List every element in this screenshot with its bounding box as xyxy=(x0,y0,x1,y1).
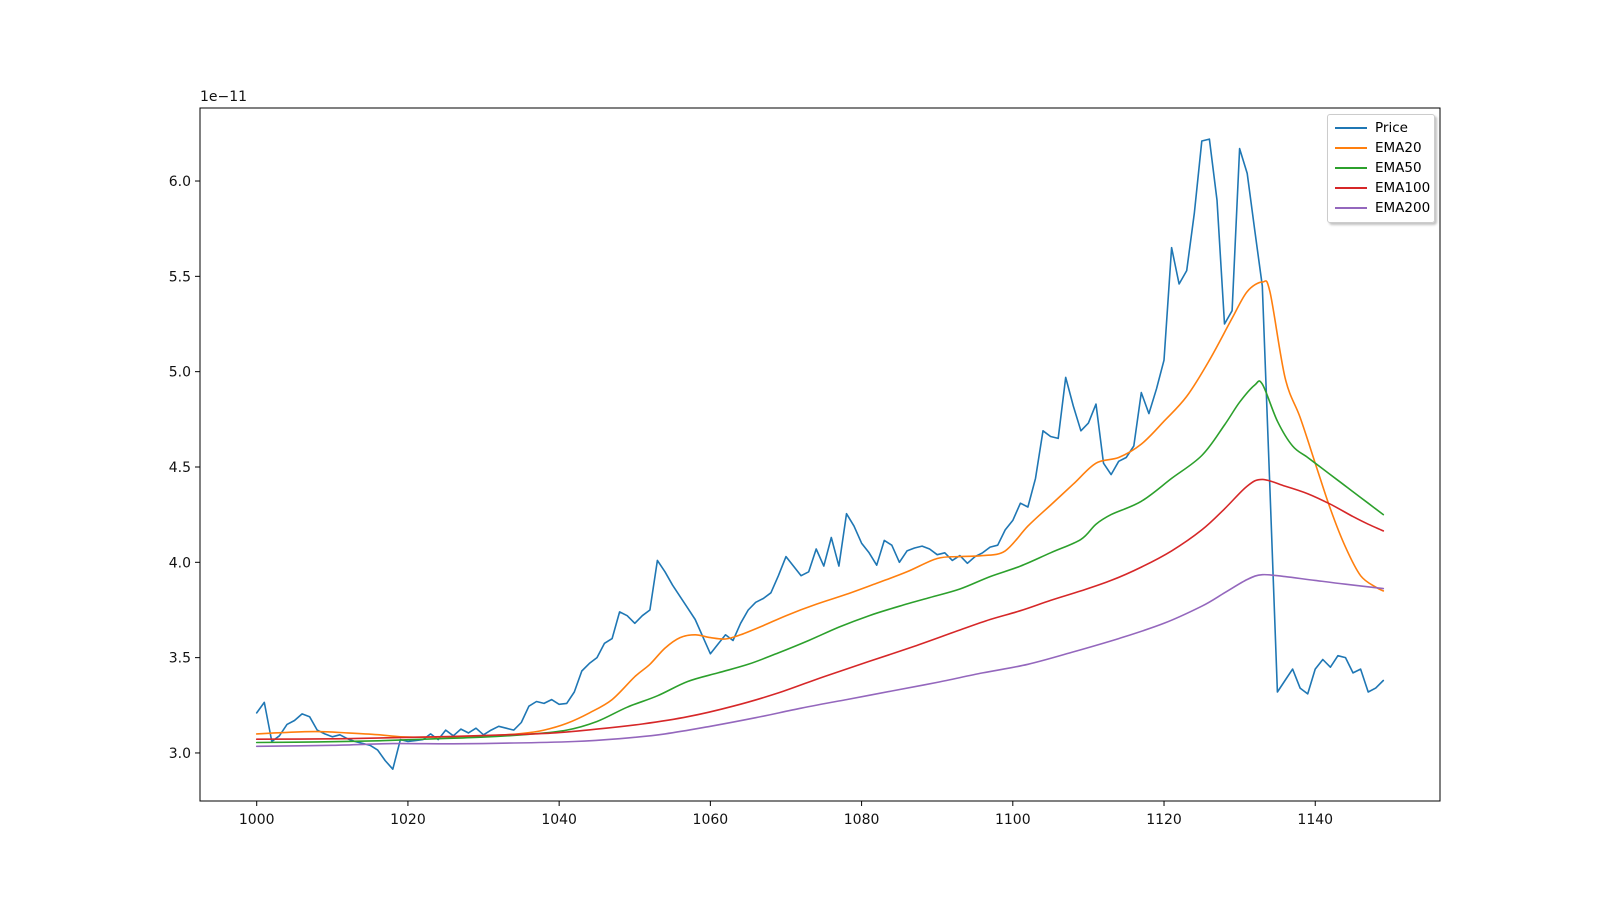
x-tick-label: 1100 xyxy=(995,812,1031,828)
series-line-ema200 xyxy=(255,573,1385,748)
legend-line-sample xyxy=(1335,187,1367,189)
legend-label: EMA100 xyxy=(1375,180,1431,196)
legend-item-ema20: EMA20 xyxy=(1328,138,1434,158)
series-line-price xyxy=(255,138,1385,770)
legend-item-price: Price xyxy=(1328,118,1434,138)
legend: Price EMA20 EMA50 EMA100 EMA200 xyxy=(1327,114,1435,223)
x-tick-label: 1020 xyxy=(390,812,426,828)
legend-label: Price xyxy=(1375,120,1408,136)
legend-label: EMA50 xyxy=(1375,160,1422,176)
legend-item-ema50: EMA50 xyxy=(1328,158,1434,178)
y-axis-offset-label: 1e−11 xyxy=(200,89,248,105)
x-tick-label: 1120 xyxy=(1146,812,1182,828)
legend-label: EMA20 xyxy=(1375,140,1422,156)
x-tick-label: 1080 xyxy=(844,812,880,828)
y-tick-label: 4.0 xyxy=(169,555,191,571)
series-line-ema50 xyxy=(255,380,1385,744)
y-tick-label: 3.0 xyxy=(169,746,191,762)
series-line-ema100 xyxy=(255,478,1385,740)
y-tick-label: 3.5 xyxy=(169,651,191,667)
legend-line-sample xyxy=(1335,167,1367,169)
legend-line-sample xyxy=(1335,207,1367,209)
x-tick-label: 1000 xyxy=(239,812,275,828)
x-tick-label: 1060 xyxy=(693,812,729,828)
legend-line-sample xyxy=(1335,127,1367,129)
x-tick-label: 1040 xyxy=(541,812,577,828)
x-tick-label: 1140 xyxy=(1297,812,1333,828)
y-tick-label: 6.0 xyxy=(169,174,191,190)
legend-label: EMA200 xyxy=(1375,200,1431,216)
legend-line-sample xyxy=(1335,147,1367,149)
legend-item-ema200: EMA200 xyxy=(1328,198,1434,218)
legend-item-ema100: EMA100 xyxy=(1328,178,1434,198)
plot-frame xyxy=(199,107,1441,802)
y-tick-label: 5.5 xyxy=(169,269,191,285)
y-tick-label: 4.5 xyxy=(169,460,191,476)
y-tick-label: 5.0 xyxy=(169,365,191,381)
